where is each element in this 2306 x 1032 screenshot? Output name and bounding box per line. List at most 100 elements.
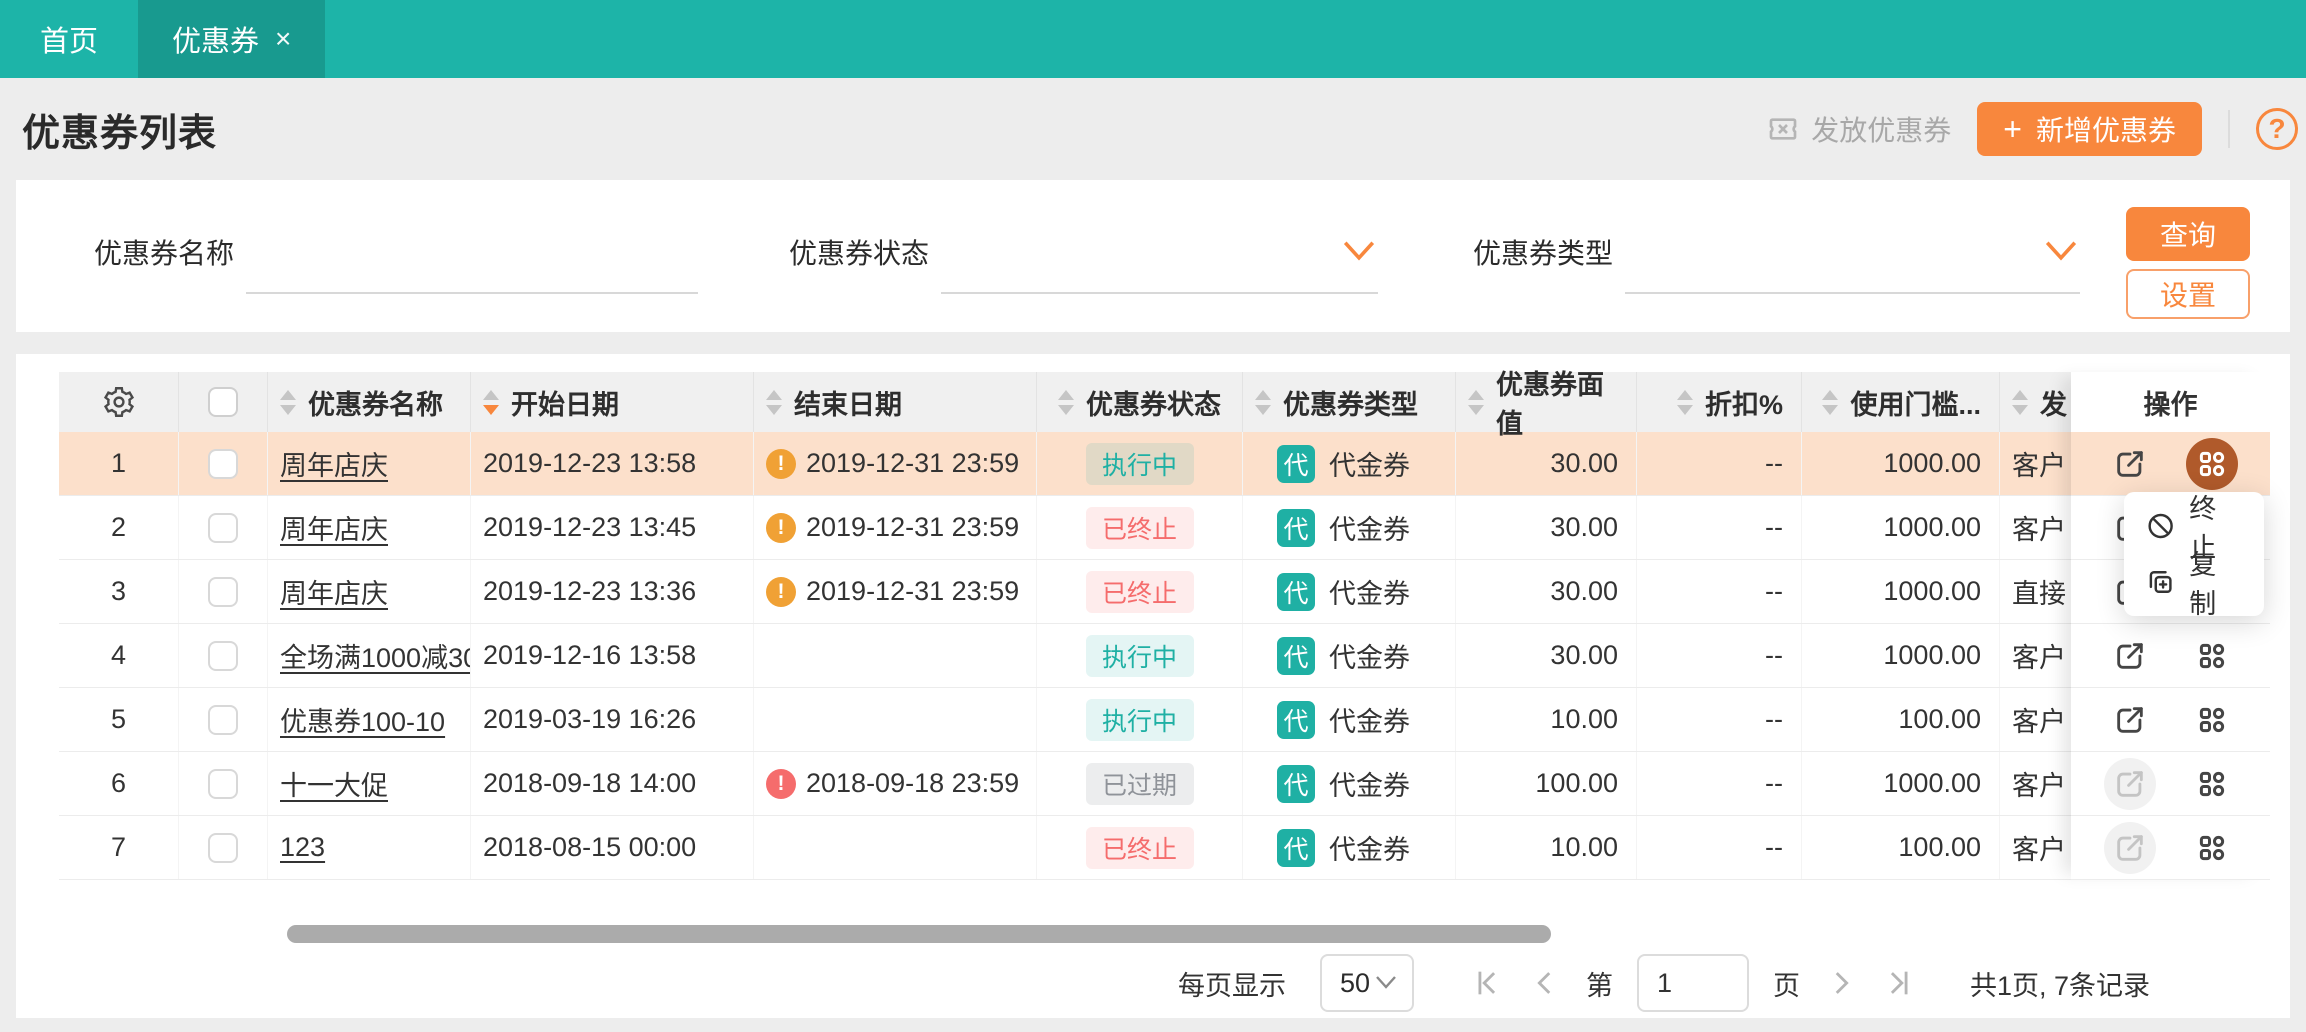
coupon-type: 代金券 [1329, 707, 1410, 737]
sort-control[interactable] [1468, 389, 1484, 415]
row-index: 6 [59, 752, 179, 815]
sort-control[interactable] [1058, 389, 1074, 415]
coupon-status-select[interactable] [941, 241, 1379, 294]
tab-coupon[interactable]: 优惠券 × [138, 0, 326, 78]
edit-icon[interactable] [2104, 630, 2156, 682]
prev-page-icon[interactable] [1528, 966, 1562, 1000]
column-settings-header[interactable] [59, 372, 179, 432]
row-checkbox[interactable] [208, 576, 238, 607]
row-checkbox[interactable] [208, 640, 238, 671]
coupon-type-icon: 代 [1277, 828, 1315, 867]
ban-icon [2148, 513, 2173, 539]
coupon-name-link[interactable]: 周年店庆 [280, 515, 388, 545]
more-actions-icon[interactable] [2186, 694, 2238, 746]
row-checkbox[interactable] [208, 512, 238, 543]
table-row[interactable]: 2 周年店庆 2019-12-23 13:45 ! 2019-12-31 23:5… [59, 496, 2270, 560]
table-row[interactable]: 6 十一大促 2018-09-18 14:00 ! 2018-09-18 23:5… [59, 752, 2270, 816]
coupon-name-link[interactable]: 十一大促 [280, 771, 388, 801]
sort-control[interactable] [766, 389, 782, 415]
header-discount[interactable]: 折扣% [1637, 372, 1802, 432]
threshold: 1000.00 [1802, 496, 2000, 559]
page-number-input[interactable] [1636, 954, 1749, 1012]
coupon-type-icon: 代 [1277, 508, 1315, 547]
sort-control[interactable] [1822, 389, 1839, 415]
search-button[interactable]: 查询 [2126, 207, 2250, 261]
edit-icon[interactable] [2104, 694, 2156, 746]
edit-icon[interactable] [2104, 438, 2156, 490]
chevron-down-icon [1342, 240, 1376, 262]
settings-button[interactable]: 设置 [2126, 269, 2250, 319]
row-checkbox[interactable] [208, 704, 238, 735]
more-actions-icon[interactable] [2186, 822, 2238, 874]
start-date: 2019-12-23 13:36 [471, 560, 754, 623]
sort-control[interactable] [1676, 389, 1693, 415]
header-delivery[interactable]: 发 [2000, 372, 2071, 432]
sort-control[interactable] [280, 389, 296, 415]
header-coupon-name[interactable]: 优惠券名称 [268, 372, 471, 432]
table-row[interactable]: 3 周年店庆 2019-12-23 13:36 ! 2019-12-31 23:5… [59, 560, 2270, 624]
last-page-icon[interactable] [1882, 966, 1916, 1000]
header-start-date[interactable]: 开始日期 [471, 372, 754, 432]
warning-icon: ! [766, 576, 796, 607]
sort-control[interactable] [2012, 389, 2028, 415]
gear-icon[interactable] [102, 385, 136, 419]
coupon-name-link[interactable]: 123 [280, 832, 326, 862]
start-date: 2019-12-16 13:58 [471, 624, 754, 687]
coupon-name-input[interactable] [246, 248, 699, 292]
select-all-checkbox[interactable] [208, 387, 238, 417]
threshold: 1000.00 [1802, 752, 2000, 815]
sort-control[interactable] [1255, 389, 1271, 415]
table-row[interactable]: 1 周年店庆 2019-12-23 13:58 ! 2019-12-31 23:5… [59, 432, 2270, 496]
table-header-row: 优惠券名称 开始日期 结束日期 优惠券状态 优惠券类型 优惠券面值 [59, 370, 2270, 439]
face-value: 30.00 [1456, 560, 1637, 623]
page-suffix-label: 页 [1772, 970, 1800, 1001]
per-page-select[interactable]: 50 [1319, 954, 1414, 1012]
coupon-name-link[interactable]: 全场满1000减30 [280, 643, 471, 673]
row-checkbox[interactable] [208, 768, 238, 799]
delivery-method: 客户 [2012, 835, 2066, 865]
face-value: 30.00 [1456, 496, 1637, 559]
status-badge: 已终止 [1085, 826, 1194, 869]
help-icon[interactable]: ? [2256, 108, 2298, 150]
status-badge: 已终止 [1085, 506, 1194, 549]
coupon-type: 代金券 [1329, 451, 1410, 481]
header-type[interactable]: 优惠券类型 [1243, 372, 1456, 432]
row-actions [2071, 688, 2270, 752]
coupon-type-icon: 代 [1277, 572, 1315, 611]
row-checkbox[interactable] [208, 448, 238, 479]
end-date: 2018-09-18 23:59 [806, 768, 1020, 798]
coupon-name-link[interactable]: 周年店庆 [280, 451, 388, 481]
menu-item-copy[interactable]: 复制 [2124, 550, 2264, 619]
row-checkbox[interactable] [208, 832, 238, 863]
coupon-name-link[interactable]: 周年店庆 [280, 579, 388, 609]
menu-item-terminate[interactable]: 终止 [2124, 494, 2264, 563]
tab-close-icon[interactable]: × [275, 23, 292, 54]
header-threshold[interactable]: 使用门槛... [1802, 372, 2000, 432]
more-actions-icon[interactable] [2185, 437, 2238, 490]
threshold: 100.00 [1802, 816, 2000, 879]
discount: -- [1637, 688, 1802, 751]
table-row[interactable]: 5 优惠券100-10 2019-03-19 16:26 执行中 代代金券 10… [59, 688, 2270, 752]
add-coupon-button[interactable]: + 新增优惠券 [1977, 102, 2202, 156]
more-actions-icon[interactable] [2186, 630, 2238, 682]
header-actions: 操作 [2071, 372, 2270, 432]
issue-coupon-button[interactable]: 发放优惠券 [1767, 109, 1951, 149]
warning-icon: ! [766, 512, 796, 543]
more-actions-icon[interactable] [2186, 758, 2238, 810]
coupon-name-label: 优惠券名称 [94, 238, 235, 269]
tab-home[interactable]: 首页 [0, 0, 138, 78]
header-status[interactable]: 优惠券状态 [1037, 372, 1243, 432]
header-face-value[interactable]: 优惠券面值 [1456, 370, 1637, 439]
coupon-type: 代金券 [1329, 643, 1410, 673]
header-end-date[interactable]: 结束日期 [754, 372, 1037, 432]
table-row[interactable]: 7 123 2018-08-15 00:00 已终止 代代金券 10.00 --… [59, 816, 2270, 880]
coupon-type-select[interactable] [1625, 241, 2081, 294]
next-page-icon[interactable] [1824, 966, 1858, 1000]
status-badge: 已终止 [1085, 570, 1194, 613]
sort-control[interactable] [483, 389, 499, 415]
row-index: 1 [59, 432, 179, 495]
coupon-name-link[interactable]: 优惠券100-10 [280, 707, 446, 737]
horizontal-scrollbar[interactable] [287, 925, 1551, 943]
first-page-icon[interactable] [1470, 966, 1504, 1000]
table-row[interactable]: 4 全场满1000减30 2019-12-16 13:58 执行中 代代金券 3… [59, 624, 2270, 688]
